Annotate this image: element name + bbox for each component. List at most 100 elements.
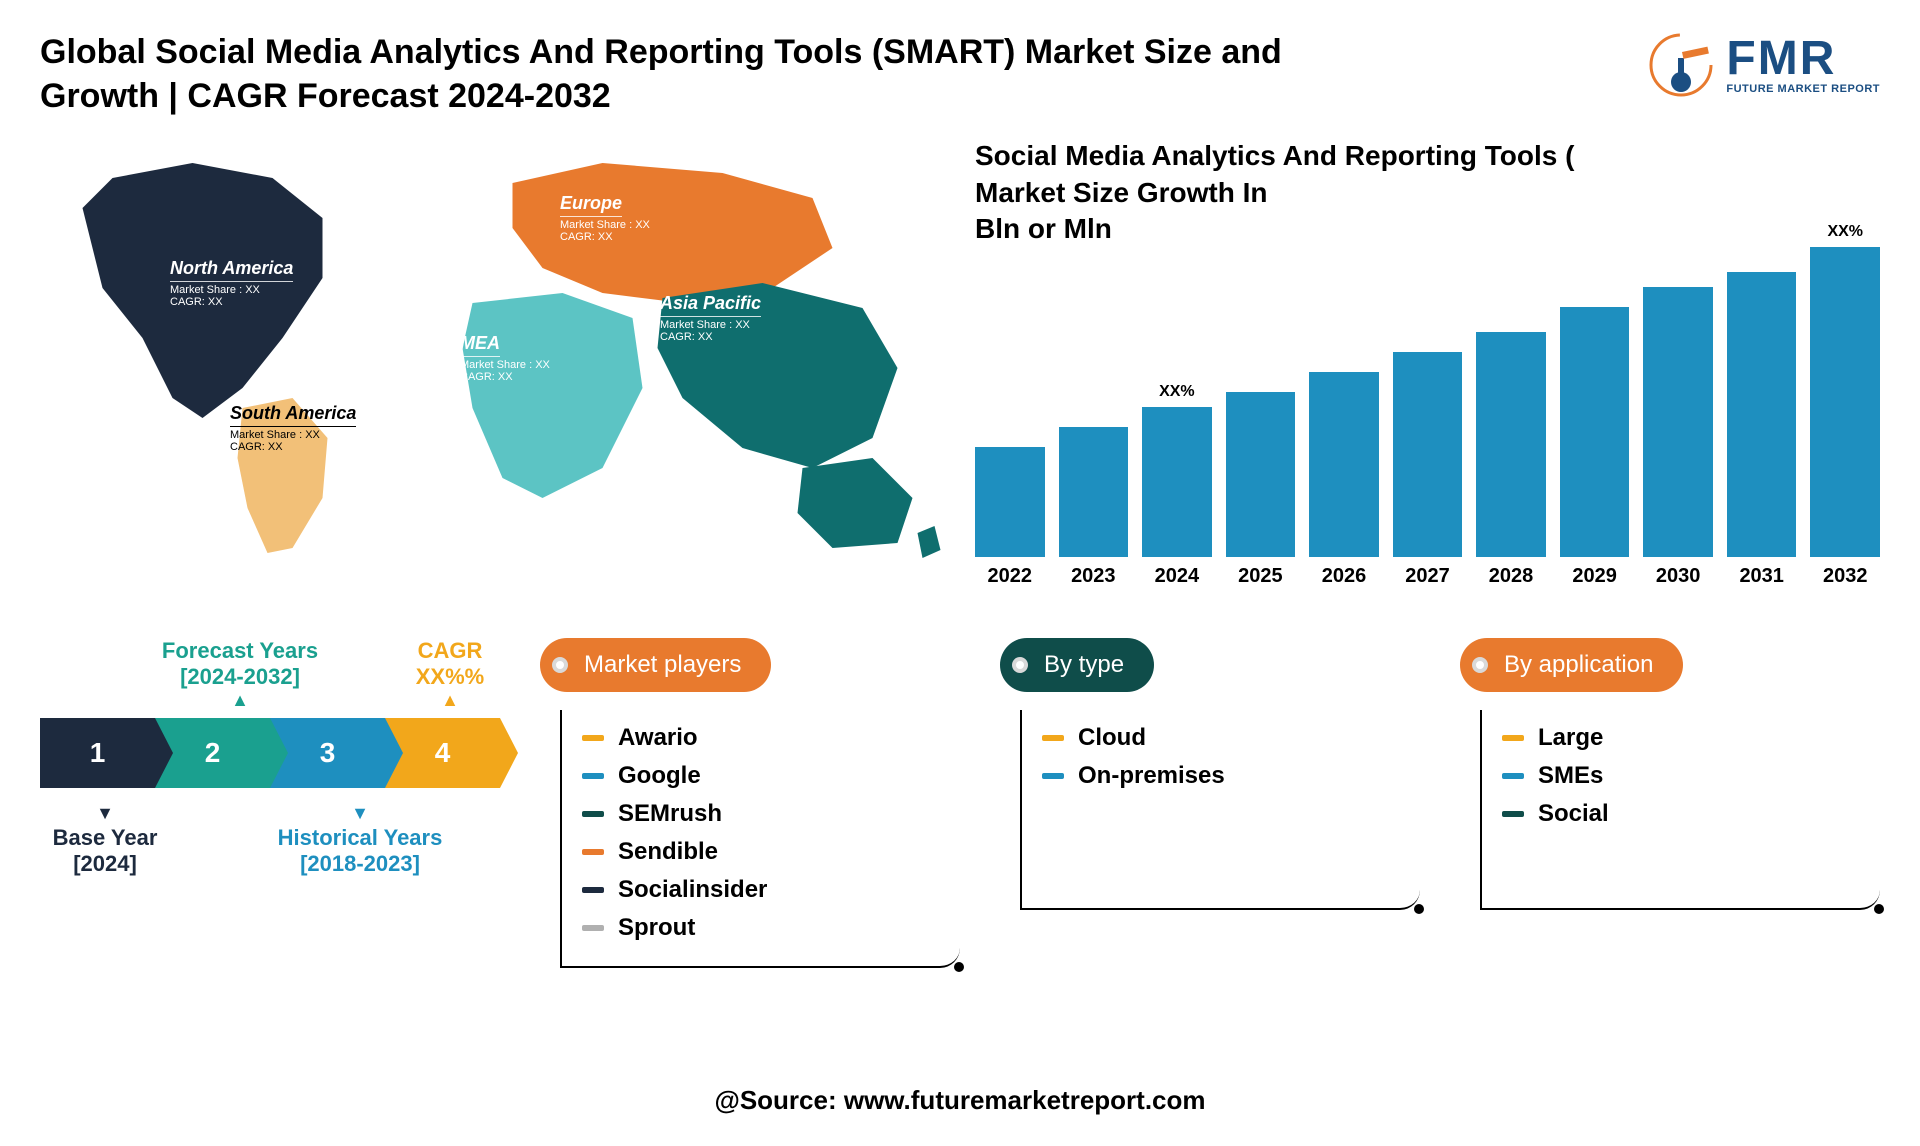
col-by-application: By application Large SMEs Social [1460, 638, 1880, 910]
page-title: Global Social Media Analytics And Report… [40, 30, 1340, 118]
pill-by-type: By type [1000, 638, 1154, 692]
bar-year: 2025 [1238, 565, 1283, 588]
timeline-cagr-label: CAGR XX%% ▲ [400, 638, 500, 712]
bar-year: 2022 [988, 565, 1033, 588]
bar [1142, 407, 1212, 557]
timeline: Forecast Years [2024-2032] ▲ CAGR XX%% ▲… [40, 638, 500, 878]
bar-year: 2023 [1071, 565, 1116, 588]
list-item-label: On-premises [1078, 762, 1225, 790]
source-text: @Source: www.futuremarketreport.com [0, 1085, 1920, 1116]
main-grid: North America Market Share : XX CAGR: XX… [40, 138, 1880, 587]
dash-icon [1502, 735, 1524, 741]
list-item-label: SMEs [1538, 762, 1603, 790]
dot-icon [552, 657, 568, 673]
bar [975, 447, 1045, 557]
dash-icon [582, 735, 604, 741]
dash-icon [582, 811, 604, 817]
list-item: Large [1502, 724, 1866, 752]
header: Global Social Media Analytics And Report… [40, 30, 1880, 118]
bar-year: 2030 [1656, 565, 1701, 588]
list-item: Sprout [582, 914, 946, 942]
dash-icon [582, 773, 604, 779]
bar [1309, 372, 1379, 557]
bar-col: XX%2024 [1142, 407, 1212, 588]
bar-col: XX%2032 [1810, 247, 1880, 588]
list-item: Socialinsider [582, 876, 946, 904]
list-item: Social [1502, 800, 1866, 828]
list-item: On-premises [1042, 762, 1406, 790]
bar-year: 2029 [1572, 565, 1617, 588]
dash-icon [1502, 811, 1524, 817]
bar-col: 2030 [1643, 287, 1713, 588]
bar-label-2024: XX% [1159, 383, 1195, 401]
pill-by-application: By application [1460, 638, 1683, 692]
world-map: North America Market Share : XX CAGR: XX… [40, 138, 945, 558]
list-app: Large SMEs Social [1480, 710, 1880, 910]
list-item: SMEs [1502, 762, 1866, 790]
label-mea: MEA Market Share : XX CAGR: XX [460, 333, 550, 383]
list-item-label: SEMrush [618, 800, 722, 828]
bar-col: 2029 [1560, 307, 1630, 588]
list-item-label: Large [1538, 724, 1603, 752]
label-eu: Europe Market Share : XX CAGR: XX [560, 193, 650, 243]
timeline-base-label: ▼ Base Year [2024] [40, 803, 170, 877]
bar-col: 2026 [1309, 372, 1379, 588]
bar-col: 2025 [1226, 392, 1296, 588]
pill-label: Market players [584, 651, 741, 679]
list-players: AwarioGoogleSEMrushSendibleSocialinsider… [560, 710, 960, 968]
list-item: Sendible [582, 838, 946, 866]
bar [1393, 352, 1463, 557]
bar [1226, 392, 1296, 557]
bar-col: 2023 [1059, 427, 1129, 588]
bar-year: 2024 [1155, 565, 1200, 588]
logo-name: FMR [1726, 35, 1880, 83]
dot-icon [1012, 657, 1028, 673]
bar-col: 2027 [1393, 352, 1463, 588]
arrow-strip: 1 2 3 4 [40, 718, 500, 788]
pill-market-players: Market players [540, 638, 771, 692]
chart-title: Social Media Analytics And Reporting Too… [975, 138, 1880, 247]
dash-icon [582, 925, 604, 931]
logo-sub: FUTURE MARKET REPORT [1726, 83, 1880, 95]
region-ap-aus [798, 458, 913, 548]
bar-col: 2022 [975, 447, 1045, 588]
bar-year: 2031 [1739, 565, 1784, 588]
region-mea [463, 293, 643, 498]
col-by-type: By type Cloud On-premises [1000, 638, 1420, 910]
list-item-label: Awario [618, 724, 698, 752]
list-item: Cloud [1042, 724, 1406, 752]
bar-year: 2028 [1489, 565, 1534, 588]
list-item-label: Cloud [1078, 724, 1146, 752]
dash-icon [582, 887, 604, 893]
map-panel: North America Market Share : XX CAGR: XX… [40, 138, 945, 587]
bar-col: 2028 [1476, 332, 1546, 588]
dot-icon [1472, 657, 1488, 673]
col-market-players: Market players AwarioGoogleSEMrushSendib… [540, 638, 960, 968]
list-item-label: Sendible [618, 838, 718, 866]
step-1: 1 [40, 718, 155, 788]
timeline-hist-label: ▼ Historical Years [2018-2023] [260, 803, 460, 877]
dash-icon [582, 849, 604, 855]
logo: FMR FUTURE MARKET REPORT [1646, 30, 1880, 100]
pill-label: By application [1504, 651, 1653, 679]
bar [1643, 287, 1713, 557]
list-item: SEMrush [582, 800, 946, 828]
bar-chart: 20222023XX%20242025202620272028202920302… [975, 258, 1880, 588]
region-ap-nz [918, 526, 941, 558]
bar [1810, 247, 1880, 557]
pill-label: By type [1044, 651, 1124, 679]
list-item-label: Social [1538, 800, 1609, 828]
bar-year: 2032 [1823, 565, 1868, 588]
fmr-logo-icon [1646, 30, 1716, 100]
bar-year: 2026 [1322, 565, 1367, 588]
label-na: North America Market Share : XX CAGR: XX [170, 258, 293, 308]
bar-year: 2027 [1405, 565, 1450, 588]
list-item-label: Sprout [618, 914, 695, 942]
dash-icon [1042, 735, 1064, 741]
list-item-label: Socialinsider [618, 876, 767, 904]
list-item: Awario [582, 724, 946, 752]
bar-col: 2031 [1727, 272, 1797, 588]
bar [1476, 332, 1546, 557]
list-type: Cloud On-premises [1020, 710, 1420, 910]
dash-icon [1502, 773, 1524, 779]
